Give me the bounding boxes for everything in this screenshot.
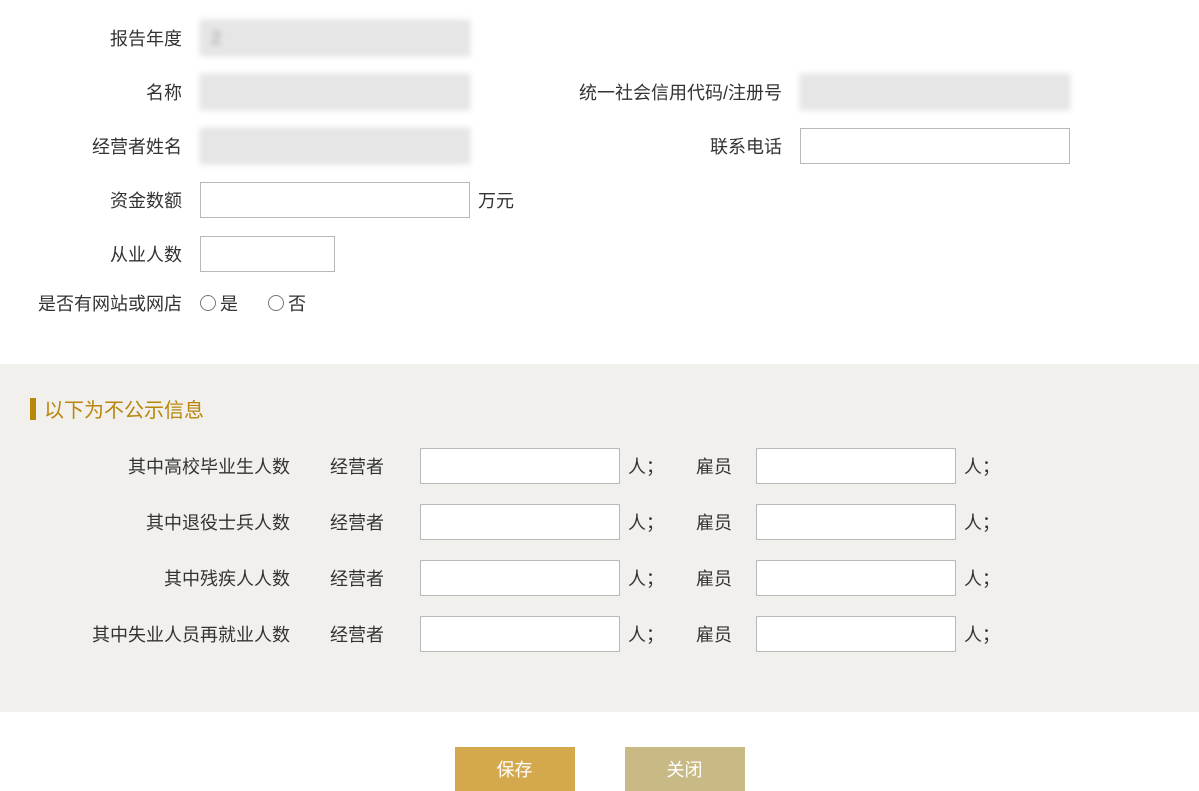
op-label-1: 经营者 xyxy=(330,509,420,535)
sub-row-graduates: 其中高校毕业生人数 经营者 人； 雇员 人； xyxy=(30,448,1169,484)
unit-2b: 人； xyxy=(964,565,1000,591)
main-form-section: 报告年度 2 名称 统一社会信用代码/注册号 经营者姓名 联系电话 资金数额 万… xyxy=(0,0,1199,364)
sub-row-disabled: 其中残疾人人数 经营者 人； 雇员 人； xyxy=(30,560,1169,596)
unit-1a: 人； xyxy=(628,509,664,535)
input-phone[interactable] xyxy=(800,128,1070,164)
row-name: 名称 统一社会信用代码/注册号 xyxy=(0,74,1199,110)
save-button[interactable]: 保存 xyxy=(455,747,575,791)
label-name: 名称 xyxy=(0,79,200,105)
row-capital: 资金数额 万元 xyxy=(0,182,1199,218)
radio-no[interactable] xyxy=(268,295,284,311)
radio-yes[interactable] xyxy=(200,295,216,311)
label-report-year: 报告年度 xyxy=(0,25,200,51)
emp-label-3: 雇员 xyxy=(696,621,756,647)
col-report-year: 2 xyxy=(200,20,470,56)
sub-row-reemploy: 其中失业人员再就业人数 经营者 人； 雇员 人； xyxy=(30,616,1169,652)
input-graduates-employee[interactable] xyxy=(756,448,956,484)
radio-label-no: 否 xyxy=(288,290,306,316)
label-website: 是否有网站或网店 xyxy=(0,290,200,316)
sub-label-graduates: 其中高校毕业生人数 xyxy=(30,453,330,479)
sub-row-veterans: 其中退役士兵人数 经营者 人； 雇员 人； xyxy=(30,504,1169,540)
op-label-0: 经营者 xyxy=(330,453,420,479)
unit-capital: 万元 xyxy=(478,187,514,213)
row-employees: 从业人数 xyxy=(0,236,1199,272)
op-label-3: 经营者 xyxy=(330,621,420,647)
col-credit-code xyxy=(800,74,1070,110)
col-capital: 万元 xyxy=(200,182,514,218)
col-phone xyxy=(800,128,1070,164)
unit-3a: 人； xyxy=(628,621,664,647)
unit-2a: 人； xyxy=(628,565,664,591)
section-header: 以下为不公示信息 xyxy=(30,394,1169,423)
section-bar-icon xyxy=(30,398,36,420)
emp-label-0: 雇员 xyxy=(696,453,756,479)
emp-label-1: 雇员 xyxy=(696,509,756,535)
radio-item-yes[interactable]: 是 xyxy=(200,290,238,316)
input-report-year: 2 xyxy=(200,20,470,56)
label-employees: 从业人数 xyxy=(0,241,200,267)
input-credit-code xyxy=(800,74,1070,110)
unit-0b: 人； xyxy=(964,453,1000,479)
emp-label-2: 雇员 xyxy=(696,565,756,591)
input-employees[interactable] xyxy=(200,236,335,272)
input-veterans-employee[interactable] xyxy=(756,504,956,540)
unit-0a: 人； xyxy=(628,453,664,479)
row-report-year: 报告年度 2 xyxy=(0,20,1199,56)
input-name xyxy=(200,74,470,110)
input-disabled-operator[interactable] xyxy=(420,560,620,596)
label-capital: 资金数额 xyxy=(0,187,200,213)
col-employees xyxy=(200,236,335,272)
button-row: 保存 关闭 xyxy=(0,712,1199,791)
sub-label-disabled: 其中残疾人人数 xyxy=(30,565,330,591)
radio-item-no[interactable]: 否 xyxy=(268,290,306,316)
sub-label-veterans: 其中退役士兵人数 xyxy=(30,509,330,535)
unit-1b: 人； xyxy=(964,509,1000,535)
input-reemploy-employee[interactable] xyxy=(756,616,956,652)
input-operator xyxy=(200,128,470,164)
col-operator xyxy=(200,128,470,164)
row-website: 是否有网站或网店 是 否 xyxy=(0,290,1199,316)
radio-label-yes: 是 xyxy=(220,290,238,316)
sub-label-reemploy: 其中失业人员再就业人数 xyxy=(30,621,330,647)
label-credit-code: 统一社会信用代码/注册号 xyxy=(570,79,800,105)
close-button[interactable]: 关闭 xyxy=(625,747,745,791)
label-operator: 经营者姓名 xyxy=(0,133,200,159)
input-capital[interactable] xyxy=(200,182,470,218)
private-info-section: 以下为不公示信息 其中高校毕业生人数 经营者 人； 雇员 人； 其中退役士兵人数… xyxy=(0,364,1199,712)
input-reemploy-operator[interactable] xyxy=(420,616,620,652)
col-name xyxy=(200,74,470,110)
row-operator: 经营者姓名 联系电话 xyxy=(0,128,1199,164)
label-phone: 联系电话 xyxy=(570,133,800,159)
input-veterans-operator[interactable] xyxy=(420,504,620,540)
input-graduates-operator[interactable] xyxy=(420,448,620,484)
input-disabled-employee[interactable] xyxy=(756,560,956,596)
op-label-2: 经营者 xyxy=(330,565,420,591)
unit-3b: 人； xyxy=(964,621,1000,647)
section-title: 以下为不公示信息 xyxy=(44,394,204,423)
radio-group-website: 是 否 xyxy=(200,290,306,316)
